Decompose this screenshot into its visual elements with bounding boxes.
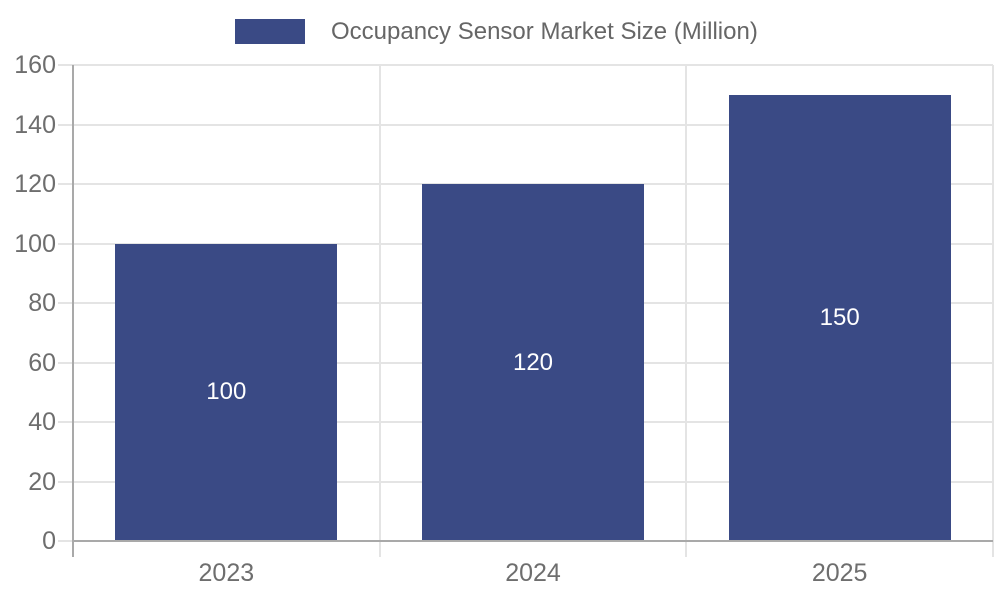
legend-swatch: [235, 19, 305, 44]
y-tick-label: 20: [28, 467, 56, 496]
y-tick-label: 120: [14, 170, 56, 198]
y-tick: [58, 183, 73, 185]
y-tick: [58, 64, 73, 66]
x-tick-label: 2024: [505, 559, 561, 587]
y-tick-label: 140: [14, 110, 56, 139]
y-tick: [58, 302, 73, 304]
gridline: [73, 64, 993, 66]
y-tick: [58, 242, 73, 245]
x-tick-label: 2025: [811, 559, 868, 587]
y-axis-line: [72, 65, 74, 557]
y-tick-label: 0: [42, 527, 56, 555]
bar-value-label: 120: [512, 348, 554, 376]
y-tick-label: 160: [14, 51, 56, 79]
y-tick: [58, 540, 73, 542]
legend[interactable]: Occupancy Sensor Market Size (Million): [235, 17, 758, 46]
bar[interactable]: [422, 184, 644, 541]
y-tick-label: 60: [28, 348, 56, 377]
band-gridline: [685, 65, 688, 557]
y-tick: [58, 361, 73, 364]
y-tick-label: 100: [14, 229, 56, 258]
legend-label: Occupancy Sensor Market Size (Million): [331, 17, 758, 45]
x-tick-label: 2023: [198, 559, 255, 587]
bar-value-label: 100: [206, 378, 247, 406]
y-tick: [58, 480, 73, 483]
bar[interactable]: [115, 243, 338, 541]
y-tick: [58, 421, 73, 423]
x-axis-line: [73, 540, 993, 542]
band-gridline: [992, 65, 994, 557]
y-tick: [58, 123, 73, 126]
bar-value-label: 150: [819, 303, 860, 331]
gridline: [73, 123, 993, 126]
y-tick-label: 80: [28, 289, 56, 317]
y-tick-label: 40: [28, 408, 56, 436]
bar[interactable]: [728, 94, 951, 541]
band-gridline: [378, 65, 381, 557]
